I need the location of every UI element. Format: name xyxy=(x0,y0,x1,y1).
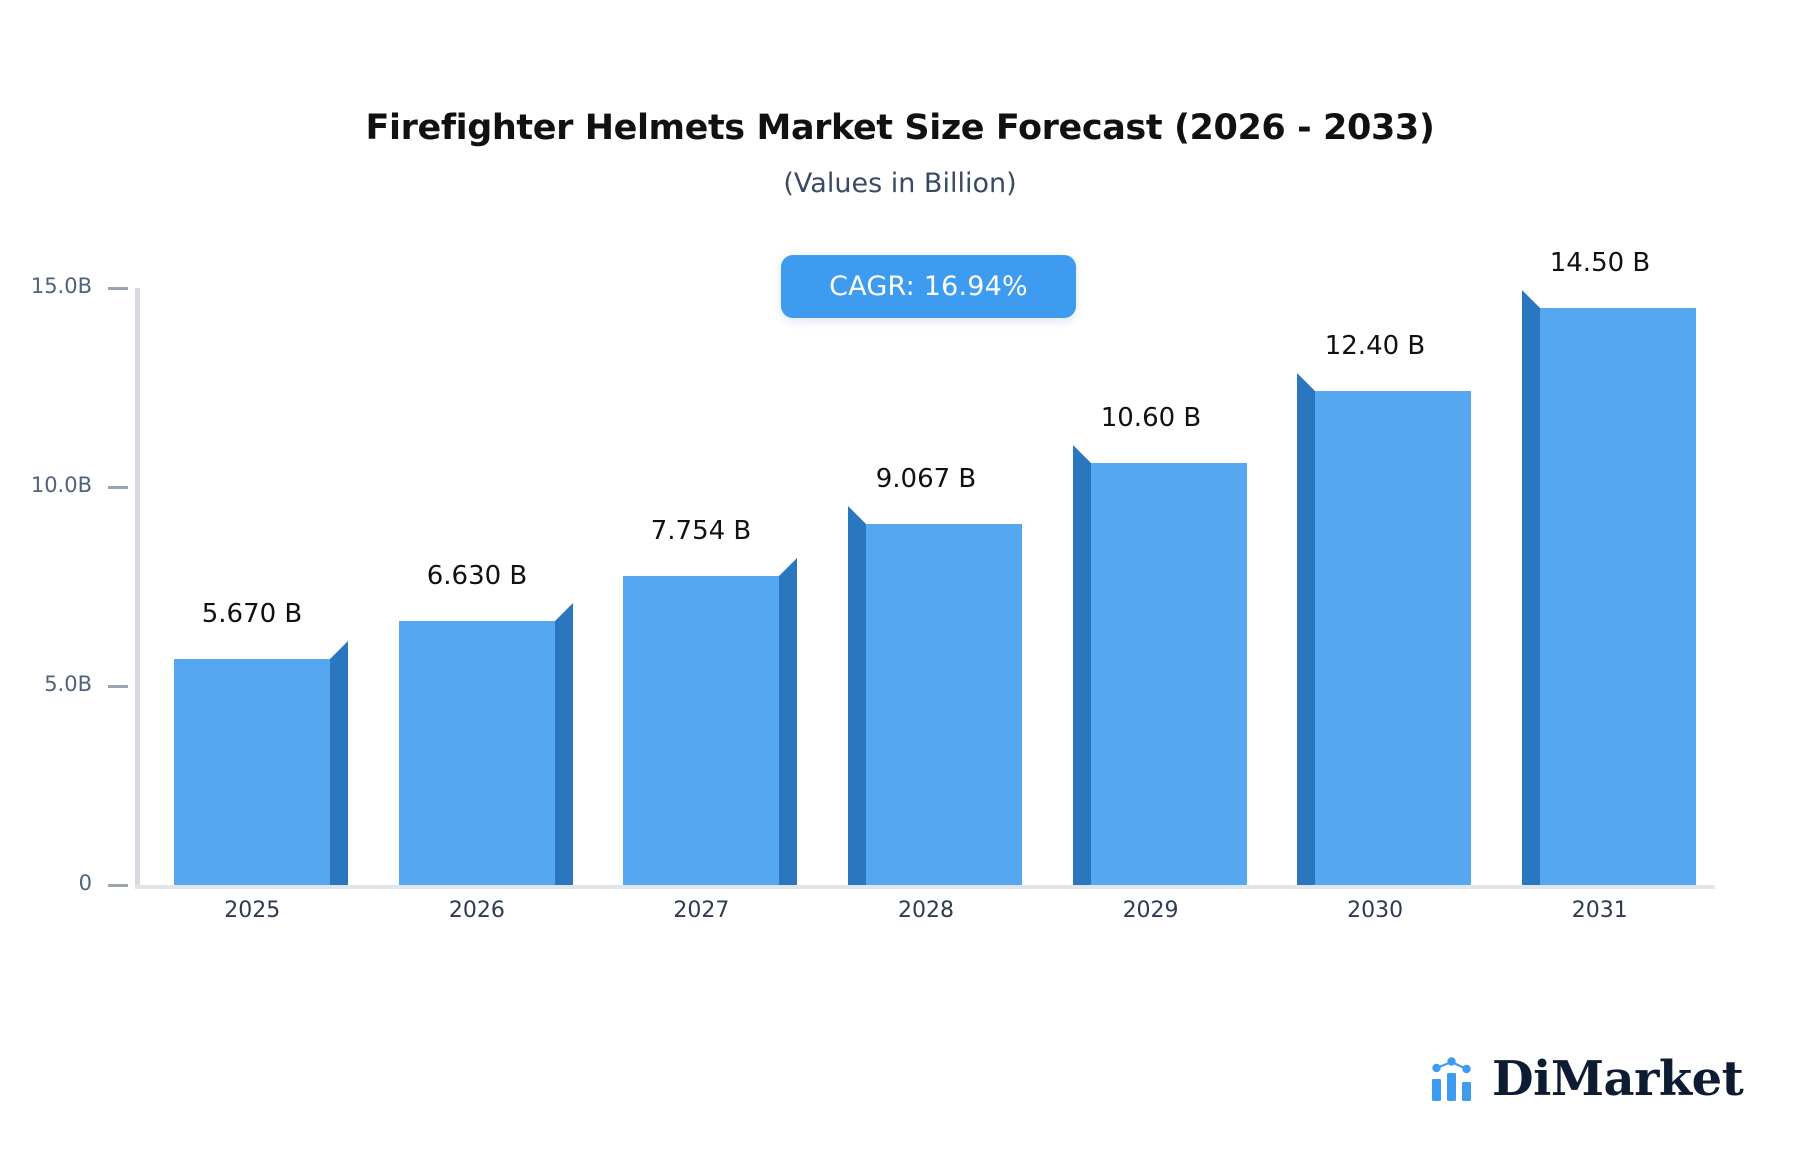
bar xyxy=(623,558,797,885)
y-axis-tick-mark xyxy=(108,685,128,688)
dimarket-logo: DiMarket xyxy=(1430,1048,1744,1110)
bar-side-face xyxy=(1297,373,1315,885)
bar-side-face xyxy=(1522,290,1540,885)
chart-subtitle: (Values in Billion) xyxy=(783,168,1017,199)
cagr-badge-label: CAGR: 16.94% xyxy=(829,271,1028,302)
x-axis-tick-label: 2030 xyxy=(1347,898,1404,923)
bar-front-face xyxy=(1091,463,1247,885)
bar xyxy=(1073,445,1247,885)
bar-front-face xyxy=(1540,308,1696,885)
y-axis-tick-mark xyxy=(108,884,128,887)
bar-front-face xyxy=(399,621,555,885)
bar-side-face xyxy=(555,603,573,885)
bar-value-label: 9.067 B xyxy=(875,464,977,494)
x-axis-tick-label: 2031 xyxy=(1571,898,1628,923)
bar-side-face xyxy=(330,641,348,885)
bar xyxy=(1522,290,1696,885)
bar-front-face xyxy=(866,524,1022,885)
y-axis-tick-label: 15.0B xyxy=(30,274,92,298)
bar-value-label: 12.40 B xyxy=(1324,331,1426,361)
y-axis-tick-label: 5.0B xyxy=(44,672,92,696)
bar-value-label: 5.670 B xyxy=(201,599,303,629)
x-axis-tick-label: 2028 xyxy=(898,898,954,923)
bar xyxy=(174,641,348,885)
bar xyxy=(1297,373,1471,885)
x-axis-tick-label: 2026 xyxy=(448,898,505,923)
page-title: Firefighter Helmets Market Size Forecast… xyxy=(365,108,1435,148)
bar-side-face xyxy=(779,558,797,885)
title-block: Firefighter Helmets Market Size Forecast… xyxy=(0,108,1800,148)
x-axis-tick-label: 2027 xyxy=(673,898,730,923)
bar-value-label: 10.60 B xyxy=(1100,403,1202,433)
bar-value-label: 14.50 B xyxy=(1549,248,1651,278)
bar-chart-icon xyxy=(1432,1057,1471,1101)
x-axis-line xyxy=(135,885,1715,889)
bar xyxy=(848,506,1022,885)
x-axis-tick-label: 2025 xyxy=(224,898,281,923)
y-axis-tick-mark xyxy=(108,486,128,489)
y-axis-tick-label: 10.0B xyxy=(30,473,92,497)
y-axis-tick-label: 0 xyxy=(78,871,92,895)
bar-side-face xyxy=(1073,445,1091,885)
bar xyxy=(399,603,573,885)
x-axis-tick-label: 2029 xyxy=(1122,898,1179,923)
bar-front-face xyxy=(623,576,779,885)
cagr-badge: CAGR: 16.94% xyxy=(781,255,1076,318)
y-axis-line xyxy=(135,288,140,888)
bar-front-face xyxy=(1315,391,1471,885)
bar-side-face xyxy=(848,506,866,885)
logo-wordmark: DiMarket xyxy=(1492,1051,1744,1107)
bar-front-face xyxy=(174,659,330,885)
bar-value-label: 6.630 B xyxy=(426,561,528,591)
bar-value-label: 7.754 B xyxy=(650,516,752,546)
y-axis-tick-mark xyxy=(108,287,128,290)
